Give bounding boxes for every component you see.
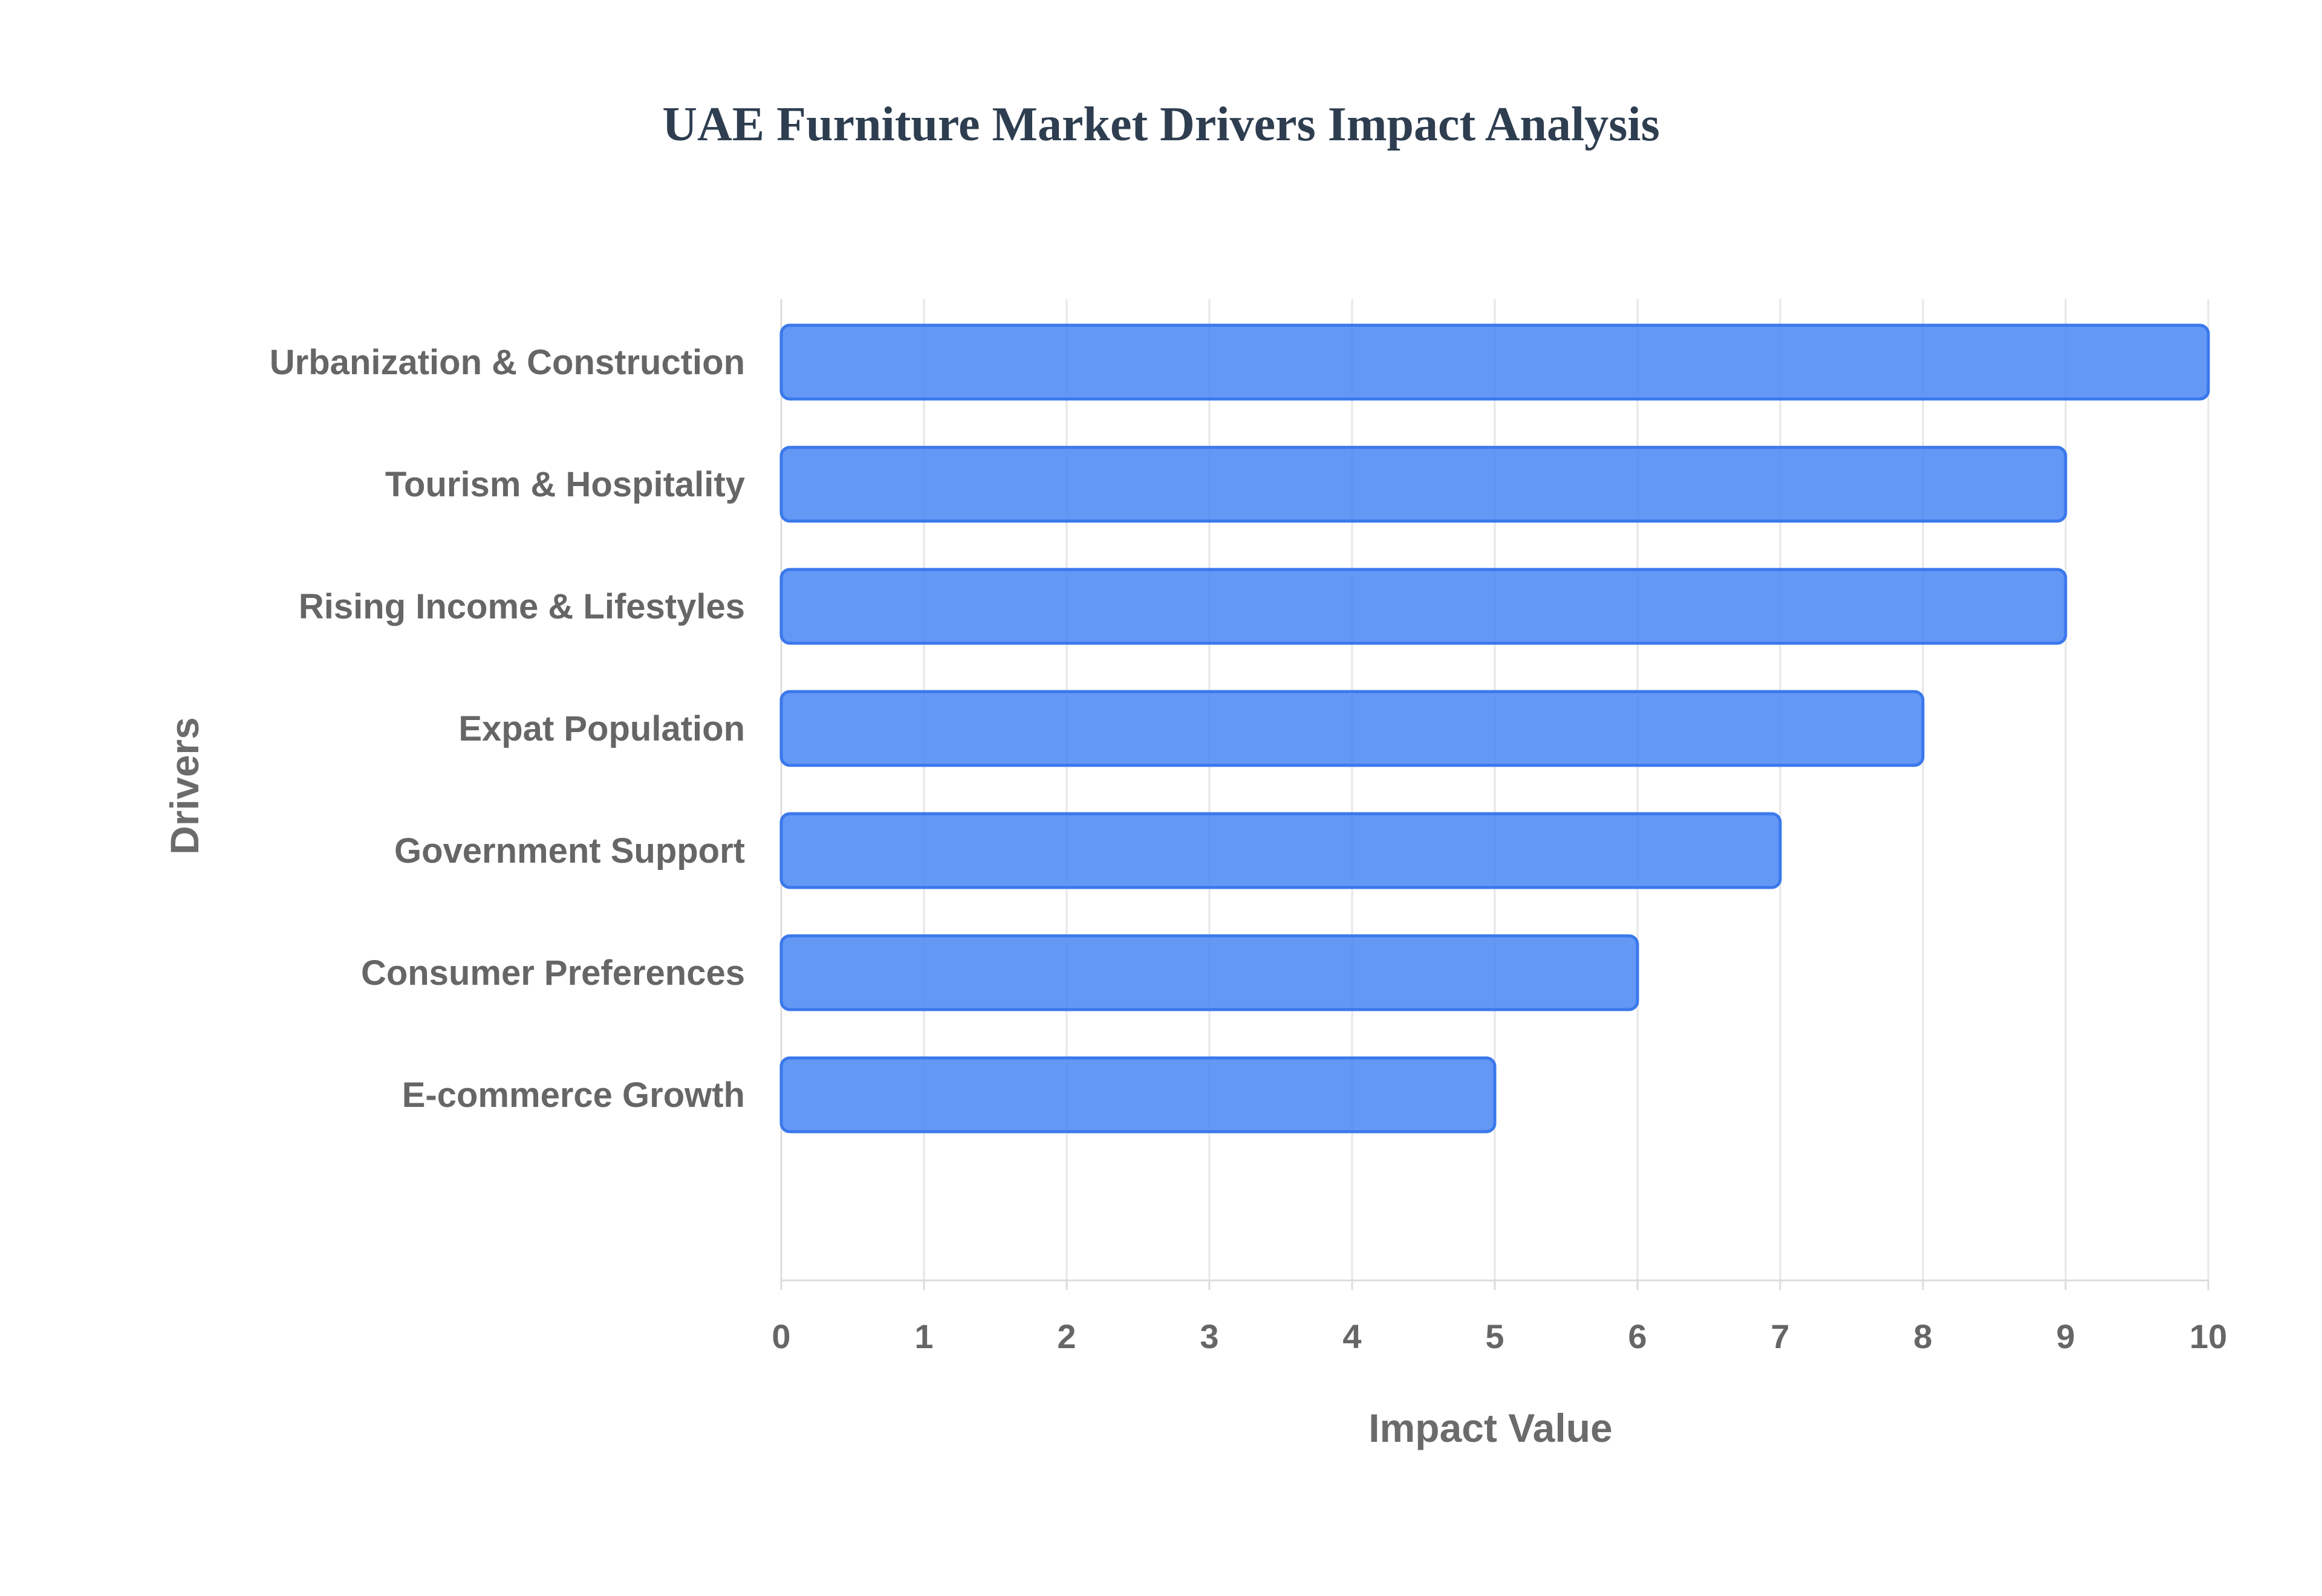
x-tick-label: 5 xyxy=(1485,1317,1504,1355)
x-tick-label: 7 xyxy=(1771,1317,1789,1355)
x-tick-label: 3 xyxy=(1200,1317,1218,1355)
bar xyxy=(779,1056,1497,1134)
bar xyxy=(779,812,1782,889)
x-axis-title: Impact Value xyxy=(1368,1406,1613,1450)
chart-title: UAE Furniture Market Drivers Impact Anal… xyxy=(662,98,1660,151)
category-label: Rising Income & Lifestyles xyxy=(299,587,745,626)
category-label: Expat Population xyxy=(458,709,745,748)
bar xyxy=(779,568,2067,645)
x-tick-label: 6 xyxy=(1628,1317,1647,1355)
x-tick-label: 0 xyxy=(772,1317,790,1355)
category-label: E-commerce Growth xyxy=(402,1075,745,1115)
bars-layer xyxy=(779,323,2210,1134)
category-label: Tourism & Hospitality xyxy=(385,465,745,504)
x-tick-label: 4 xyxy=(1342,1317,1361,1355)
x-tick-label: 2 xyxy=(1057,1317,1076,1355)
x-tick-label: 8 xyxy=(1913,1317,1932,1355)
y-axis-title: Drivers xyxy=(162,717,207,855)
x-tick-label: 10 xyxy=(2190,1317,2227,1355)
bar xyxy=(779,323,2210,401)
x-tick-labels: 0 1 2 3 4 5 6 7 8 9 10 xyxy=(772,1317,2227,1355)
category-label: Consumer Preferences xyxy=(361,953,745,993)
category-labels: Urbanization & Construction Tourism & Hos… xyxy=(270,343,745,1115)
category-label: Urbanization & Construction xyxy=(270,343,745,382)
x-tick-label: 9 xyxy=(2056,1317,2075,1355)
bar xyxy=(779,690,1925,767)
bar xyxy=(779,446,2067,523)
bar xyxy=(779,934,1639,1011)
x-tick-label: 1 xyxy=(914,1317,933,1355)
category-label: Government Support xyxy=(394,831,745,871)
